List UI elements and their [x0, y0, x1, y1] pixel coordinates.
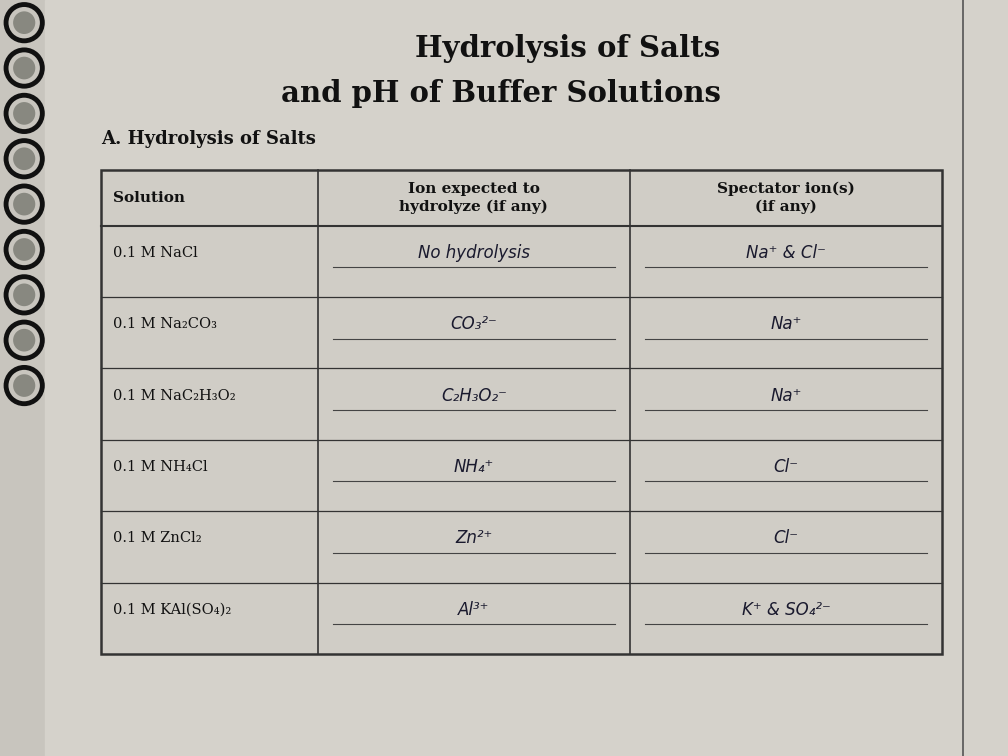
- Text: 0.1 M NaCl: 0.1 M NaCl: [113, 246, 198, 260]
- Ellipse shape: [13, 193, 35, 215]
- Text: and pH of Buffer Solutions: and pH of Buffer Solutions: [280, 79, 721, 108]
- Text: Na⁺: Na⁺: [770, 315, 802, 333]
- Ellipse shape: [13, 329, 35, 352]
- Text: C₂H₃O₂⁻: C₂H₃O₂⁻: [440, 386, 507, 404]
- Text: NH₄⁺: NH₄⁺: [454, 458, 494, 476]
- Text: K⁺ & SO₄²⁻: K⁺ & SO₄²⁻: [742, 601, 831, 618]
- Ellipse shape: [13, 11, 35, 34]
- Text: Ion expected to
hydrolyze (if any): Ion expected to hydrolyze (if any): [399, 182, 548, 214]
- Text: 0.1 M Na₂CO₃: 0.1 M Na₂CO₃: [113, 318, 217, 331]
- Ellipse shape: [13, 374, 35, 397]
- Bar: [101, 170, 942, 654]
- Text: Na⁺: Na⁺: [770, 386, 802, 404]
- Ellipse shape: [13, 147, 35, 170]
- Text: No hydrolysis: No hydrolysis: [417, 244, 530, 262]
- Text: Spectator ion(s)
(if any): Spectator ion(s) (if any): [718, 182, 855, 214]
- Text: 0.1 M NH₄Cl: 0.1 M NH₄Cl: [113, 460, 208, 474]
- Ellipse shape: [13, 238, 35, 261]
- Ellipse shape: [13, 102, 35, 125]
- Ellipse shape: [13, 284, 35, 306]
- Text: 0.1 M ZnCl₂: 0.1 M ZnCl₂: [113, 531, 202, 545]
- Text: Cl⁻: Cl⁻: [774, 529, 798, 547]
- Text: Al³⁺: Al³⁺: [458, 601, 490, 618]
- Text: 0.1 M KAl(SO₄)₂: 0.1 M KAl(SO₄)₂: [113, 603, 231, 617]
- Text: Cl⁻: Cl⁻: [774, 458, 798, 476]
- Text: Na⁺ & Cl⁻: Na⁺ & Cl⁻: [746, 244, 827, 262]
- Ellipse shape: [13, 57, 35, 79]
- Text: 0.1 M NaC₂H₃O₂: 0.1 M NaC₂H₃O₂: [113, 389, 236, 403]
- Text: CO₃²⁻: CO₃²⁻: [451, 315, 497, 333]
- Text: Zn²⁺: Zn²⁺: [456, 529, 492, 547]
- Text: A. Hydrolysis of Salts: A. Hydrolysis of Salts: [101, 130, 316, 148]
- Text: Solution: Solution: [113, 191, 184, 205]
- Bar: [101, 170, 942, 654]
- Text: Hydrolysis of Salts: Hydrolysis of Salts: [415, 34, 721, 63]
